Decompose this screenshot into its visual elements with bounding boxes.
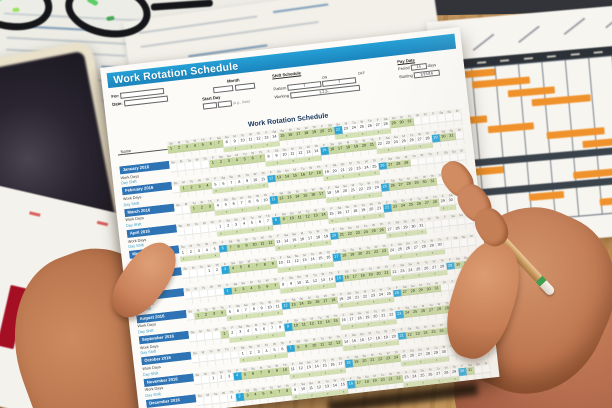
blurred-text-line bbox=[272, 3, 329, 14]
gantt-bar bbox=[598, 195, 612, 207]
gantt-bar bbox=[582, 135, 612, 148]
start-day-input bbox=[202, 102, 218, 110]
period-input: 14 bbox=[410, 63, 427, 71]
shift-cell bbox=[454, 120, 463, 126]
starting-label: Starting bbox=[398, 72, 413, 80]
start-day-hint: (e.g., Date) bbox=[232, 99, 251, 106]
month-name-bar: Name bbox=[117, 141, 168, 156]
gantt-bar bbox=[573, 167, 612, 179]
month-label-column: August 2016 Work Days Day Shift bbox=[136, 309, 188, 334]
working-label: Working bbox=[274, 92, 290, 99]
work-rotation-schedule-paper: Work Rotation Schedule For: Date: Month … bbox=[100, 27, 500, 408]
shift-cell bbox=[466, 223, 475, 230]
gantt-bar bbox=[528, 190, 564, 201]
period-label: Period bbox=[397, 65, 410, 72]
lens-glint bbox=[106, 15, 115, 22]
lens-glint bbox=[12, 7, 20, 13]
for-label: For: bbox=[111, 93, 120, 99]
lens-glint bbox=[86, 0, 99, 7]
month-label-column: March 2016 Work Days Day Shift bbox=[124, 203, 176, 228]
gantt-header-label bbox=[563, 17, 586, 35]
chart-label-mark bbox=[29, 211, 41, 217]
eyeglasses-lens bbox=[60, 0, 155, 44]
pay-date-fields: Pay Date Period 14 days Starting 1/15/16 bbox=[397, 52, 465, 80]
date-label: Date: bbox=[111, 100, 123, 107]
starting-input: 1/15/16 bbox=[413, 69, 440, 79]
shift-cell bbox=[483, 372, 492, 379]
gantt-header-label bbox=[605, 10, 612, 29]
month-label-column: February 2016 Work Days Day Shift bbox=[121, 181, 174, 207]
month-label-column: October 2016 Work Days Day Shift bbox=[141, 351, 193, 377]
start-day-input bbox=[217, 100, 233, 108]
chart-label-mark bbox=[96, 220, 109, 227]
gantt-header-label bbox=[518, 25, 540, 43]
gantt-header-label bbox=[472, 33, 495, 51]
month-label-column: September 2016 Work Days Day Shift bbox=[138, 330, 191, 355]
month-label-column: November 2016 Work Days Day Shift bbox=[143, 373, 195, 398]
period-unit: days bbox=[427, 62, 437, 68]
pattern-label: Pattern bbox=[273, 84, 287, 92]
month-startday-fields: Month Start Day (e.g., Date) bbox=[200, 74, 269, 110]
eyeglasses-lens bbox=[0, 0, 57, 37]
start-day-label: Start Day bbox=[201, 94, 221, 102]
lens-glint bbox=[0, 0, 4, 2]
month-input bbox=[213, 85, 234, 94]
shift-cell bbox=[456, 138, 465, 145]
month-label-column: January 2016 Work Days Day Shift bbox=[119, 160, 171, 185]
month-input bbox=[234, 82, 255, 91]
